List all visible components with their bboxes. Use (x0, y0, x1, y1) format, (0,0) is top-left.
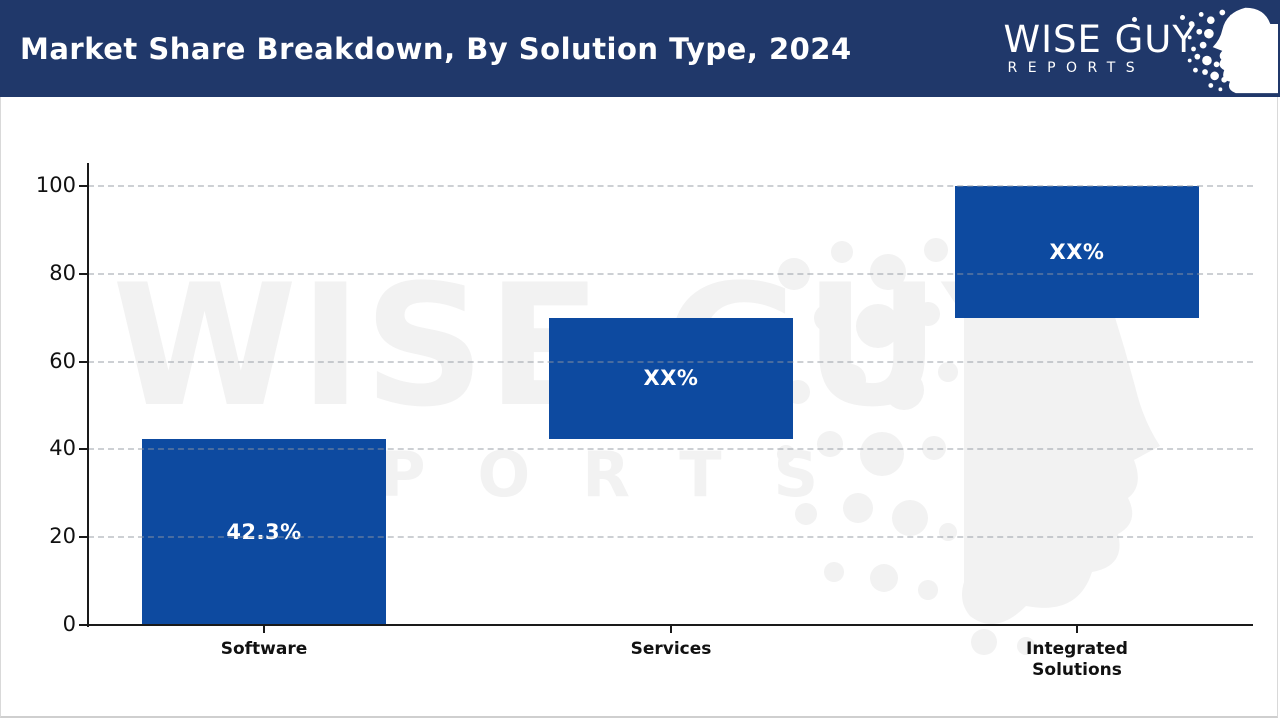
bar-value-label: 42.3% (226, 520, 302, 545)
x-tick (1076, 626, 1078, 633)
gridline-20 (88, 536, 1253, 539)
brand-name: WISE GUY (1003, 18, 1196, 61)
brand-face-icon (1187, 7, 1278, 93)
x-category-label: Services (630, 639, 712, 659)
y-tick-label: 20 (49, 524, 76, 549)
bar-value-label: XX% (1049, 239, 1105, 264)
x-category-label: Integrated Solutions (1026, 639, 1128, 680)
gridline-100 (88, 185, 1253, 187)
y-tick (79, 536, 87, 539)
y-tick (79, 272, 87, 275)
bar-software: 42.3% (142, 439, 386, 625)
bar-services: XX% (549, 317, 793, 440)
y-tick-label: 40 (49, 436, 76, 461)
bar-integrated-solutions: XX% (955, 186, 1199, 318)
bar-value-label: XX% (643, 366, 699, 391)
y-tick-label: 100 (35, 173, 76, 197)
x-tick (670, 626, 672, 633)
y-axis-line (87, 163, 89, 627)
page-title: Market Share Breakdown, By Solution Type… (20, 31, 852, 66)
brand-logo: WISE GUY REPORTS (1004, 0, 1280, 97)
y-tick-label: 60 (49, 348, 76, 373)
brand-accent-dot (1131, 17, 1137, 22)
brand-subtitle: REPORTS (1007, 60, 1146, 76)
y-tick (79, 360, 87, 363)
y-tick (79, 185, 87, 187)
gridline-60 (88, 360, 1253, 363)
brand-text: WISE GUY REPORTS (1003, 15, 1196, 76)
header: Market Share Breakdown, By Solution Type… (0, 0, 1280, 97)
y-tick-label: 0 (62, 612, 76, 636)
y-tick (79, 448, 87, 451)
y-tick (79, 624, 87, 626)
y-tick-label: 80 (49, 260, 76, 285)
x-category-label: Software (220, 639, 308, 659)
x-axis-line (87, 624, 1253, 626)
gridline-40 (88, 448, 1253, 451)
brand-accent-dot (1179, 15, 1185, 20)
x-tick (263, 626, 265, 633)
gridline-80 (88, 272, 1253, 275)
